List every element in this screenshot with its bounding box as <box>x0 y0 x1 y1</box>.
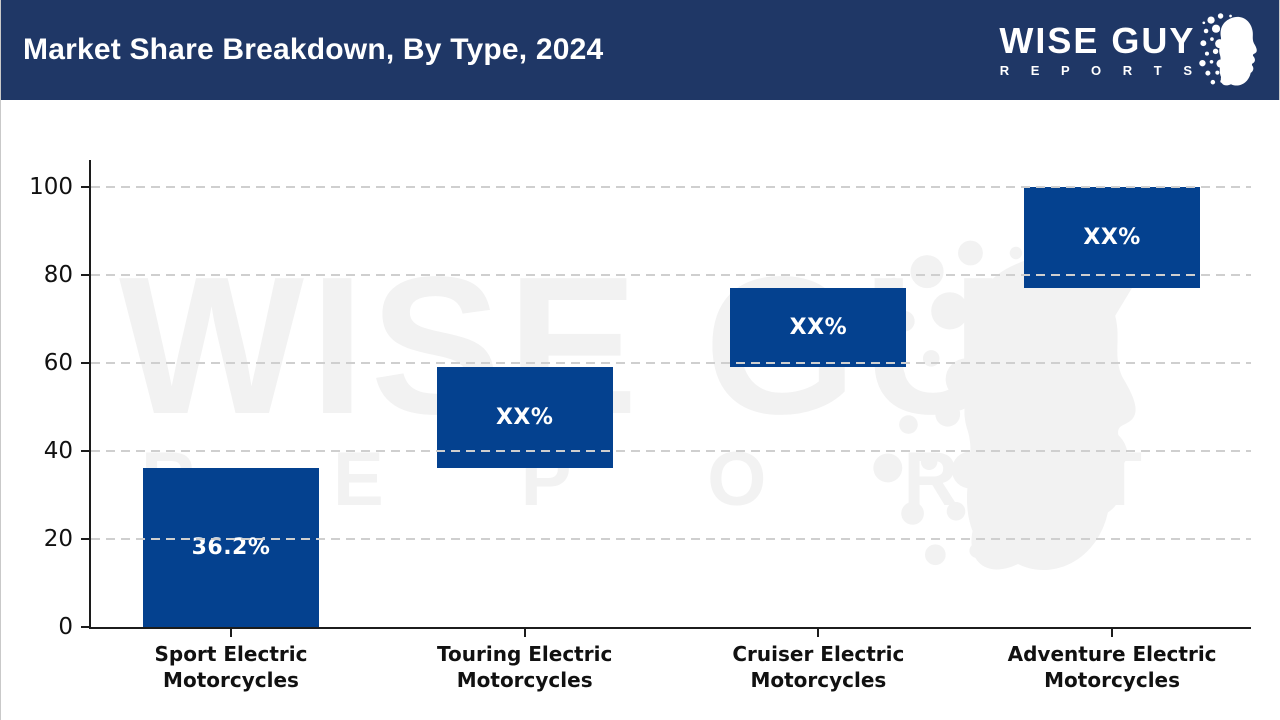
y-tick-mark <box>81 538 89 540</box>
x-tick-mark <box>1111 629 1114 637</box>
y-axis-line <box>89 160 91 629</box>
y-tick-mark <box>81 186 89 188</box>
y-tick-label: 40 <box>43 438 73 464</box>
gridline-60 <box>91 362 1251 364</box>
gridline-80 <box>91 274 1251 276</box>
y-tick-label: 60 <box>43 350 73 376</box>
header-bar: Market Share Breakdown, By Type, 2024 WI… <box>1 0 1279 100</box>
watermark-wordmark: WISE GUY <box>119 236 1148 455</box>
bar-touring-electric-motorcycles: XX% <box>436 367 613 468</box>
bar-value-label: XX% <box>789 315 848 341</box>
x-category-label: Sport Electric Motorcycles <box>154 642 308 693</box>
wise-guy-logo: WISE GUY R E P O R T S <box>994 9 1265 91</box>
bar-adventure-electric-motorcycles: XX% <box>1024 187 1201 289</box>
y-tick-label: 100 <box>29 174 73 200</box>
x-tick-mark <box>817 629 820 637</box>
y-tick-mark <box>81 362 89 364</box>
y-tick-mark <box>81 274 89 276</box>
bar-value-label: XX% <box>1083 225 1141 251</box>
y-tick-mark <box>81 626 89 628</box>
gridline-20 <box>91 538 1251 540</box>
logo-subtitle: R E P O R T S <box>999 62 1201 78</box>
y-tick-mark <box>81 450 89 452</box>
y-tick-label: 0 <box>58 614 73 640</box>
page-title: Market Share Breakdown, By Type, 2024 <box>23 33 604 66</box>
logo-text: WISE GUY R E P O R T S <box>994 19 1201 78</box>
gridline-40 <box>91 450 1251 452</box>
y-tick-label: 80 <box>43 262 73 288</box>
dotted-head-icon <box>1199 13 1257 86</box>
x-axis-line <box>89 627 1251 629</box>
gridline-100 <box>91 186 1251 188</box>
x-category-label: Cruiser Electric Motorcycles <box>732 642 905 693</box>
y-tick-label: 20 <box>43 526 73 552</box>
x-tick-mark <box>230 629 232 637</box>
bar-value-label: XX% <box>495 405 554 431</box>
logo-wordmark: WISE GUY <box>999 19 1196 61</box>
x-tick-mark <box>523 629 526 637</box>
bar-sport-electric-motorcycles: 36.2% <box>143 467 319 627</box>
x-category-label: Touring Electric Motorcycles <box>437 642 613 693</box>
x-category-label: Adventure Electric Motorcycles <box>1007 642 1217 693</box>
bar-cruiser-electric-motorcycles: XX% <box>730 288 907 368</box>
